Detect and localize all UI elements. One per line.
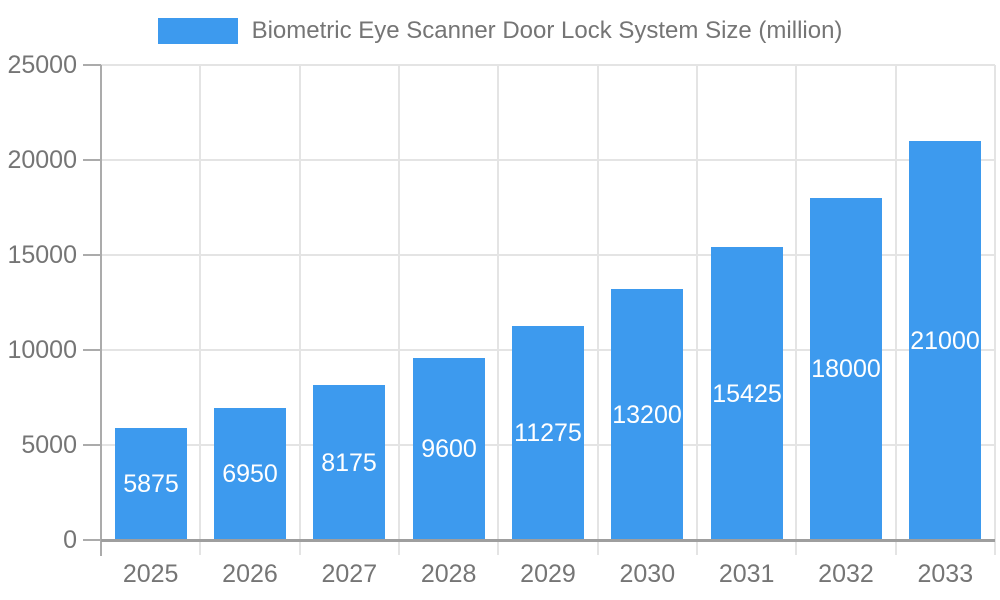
y-axis-label: 5000	[21, 431, 77, 459]
bar-value-label: 21000	[910, 326, 980, 355]
x-axis-tick	[894, 540, 897, 555]
legend-label: Biometric Eye Scanner Door Lock System S…	[251, 17, 843, 44]
bar[interactable]	[611, 289, 683, 540]
bar[interactable]	[711, 247, 783, 540]
v-gridline	[696, 65, 698, 540]
bar-value-label: 18000	[811, 355, 881, 383]
y-axis-tick	[83, 64, 101, 66]
x-axis-tick	[298, 540, 301, 555]
v-gridline	[795, 65, 798, 540]
bar-value-label: 5875	[123, 470, 179, 498]
x-axis-label: 2030	[619, 560, 676, 588]
x-axis-tick	[795, 540, 798, 555]
y-axis-tick	[83, 159, 101, 161]
legend-swatch	[157, 18, 238, 44]
h-gridline	[101, 64, 995, 66]
y-axis-tick	[83, 349, 101, 351]
h-gridline	[101, 254, 995, 256]
y-axis-tick	[83, 444, 101, 446]
h-gridline	[101, 159, 995, 161]
v-gridline	[596, 65, 599, 540]
y-axis-label: 0	[63, 526, 77, 554]
bar[interactable]	[214, 408, 286, 540]
v-gridline	[497, 65, 500, 540]
y-axis-tick	[83, 254, 101, 256]
y-axis-label: 25000	[7, 51, 77, 79]
x-axis-label: 2032	[818, 560, 874, 588]
x-axis-tick	[696, 540, 698, 555]
x-axis-label: 2033	[917, 560, 974, 588]
bar-value-label: 11275	[514, 419, 582, 447]
x-axis-tick	[398, 540, 400, 555]
x-axis-label: 2027	[321, 560, 378, 588]
v-gridline	[298, 65, 301, 540]
y-axis-label: 15000	[7, 241, 77, 269]
x-axis-label: 2031	[718, 560, 775, 588]
y-axis-line	[100, 65, 102, 556]
bar[interactable]	[909, 141, 981, 540]
bar[interactable]	[313, 385, 385, 540]
x-axis-label: 2025	[122, 560, 179, 588]
bar-value-label: 15425	[712, 379, 782, 408]
v-gridline	[994, 65, 996, 540]
x-axis-label: 2028	[420, 560, 477, 588]
bar[interactable]	[413, 358, 485, 540]
bar-value-label: 13200	[612, 400, 682, 429]
x-axis-tick	[596, 540, 599, 555]
x-axis-label: 2026	[222, 560, 278, 588]
x-axis-label: 2029	[520, 560, 576, 588]
bar[interactable]	[115, 428, 187, 540]
bar[interactable]	[512, 326, 584, 540]
v-gridline	[398, 65, 400, 540]
v-gridline	[199, 65, 202, 540]
legend[interactable]: Biometric Eye Scanner Door Lock System S…	[0, 17, 1000, 45]
bar-value-label: 6950	[222, 460, 278, 488]
x-axis-tick	[497, 540, 500, 555]
y-axis-tick	[83, 539, 101, 541]
x-axis-tick	[994, 540, 996, 555]
x-axis-tick	[199, 540, 202, 555]
y-axis-label: 10000	[7, 336, 77, 364]
bar-value-label: 9600	[421, 435, 477, 463]
bar[interactable]	[810, 198, 882, 540]
v-gridline	[894, 65, 897, 540]
y-axis-label: 20000	[7, 146, 77, 174]
x-axis-line	[101, 539, 995, 542]
bar-value-label: 8175	[321, 448, 377, 477]
